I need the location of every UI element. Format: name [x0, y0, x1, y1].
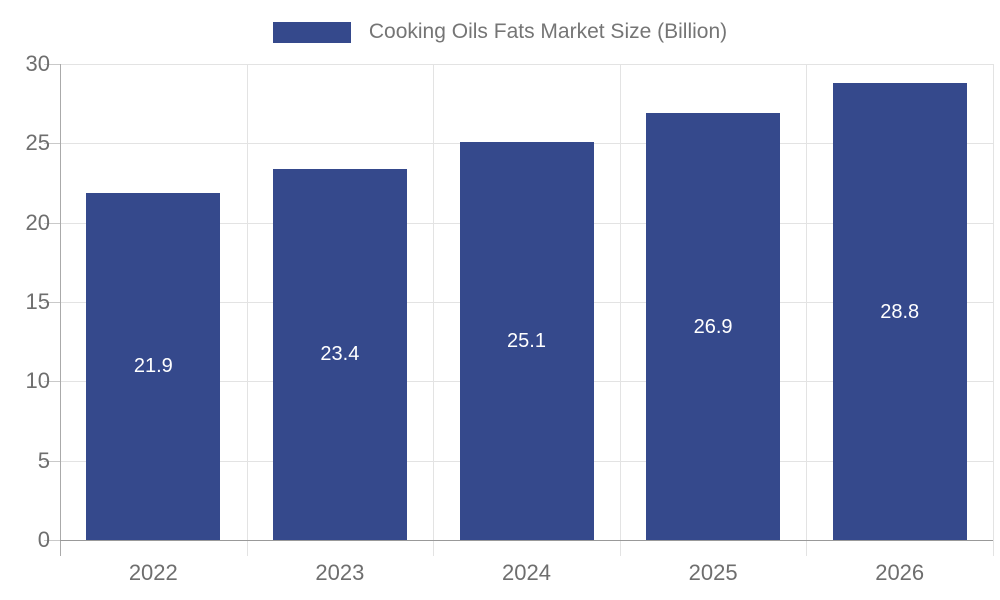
gridline-horizontal	[60, 64, 993, 65]
y-axis-tick	[44, 143, 60, 145]
y-tick-label: 15	[25, 289, 50, 314]
x-axis-line	[60, 540, 993, 541]
y-axis-line	[60, 64, 61, 556]
y-axis-tick	[44, 302, 60, 303]
legend-item[interactable]: Cooking Oils Fats Market Size (Billion)	[0, 18, 1000, 46]
bar-2022	[86, 192, 221, 540]
gridline-vertical	[993, 64, 994, 556]
y-axis-tick	[44, 460, 60, 462]
bar-2025	[646, 113, 781, 540]
y-axis-tick	[44, 64, 60, 65]
bar-value-label-2024: 25.1	[507, 329, 546, 352]
gridline-vertical	[619, 64, 621, 556]
gridline-vertical	[806, 64, 808, 556]
y-tick-label: 0	[37, 527, 50, 552]
bar-value-label-2022: 21.9	[133, 355, 173, 378]
y-tick-label: 5	[37, 447, 50, 473]
y-tick-label: 10	[25, 368, 50, 394]
y-tick-label: 30	[25, 51, 50, 76]
bar-2026	[832, 83, 967, 540]
legend-swatch	[272, 21, 351, 43]
y-axis-tick	[44, 222, 60, 224]
chart-title: Cooking Oils Fats Market Size (Billion)	[368, 20, 728, 43]
x-tick-label-2023: 2023	[315, 560, 365, 585]
x-tick-label-2022: 2022	[128, 560, 178, 585]
gridline-vertical	[246, 64, 248, 556]
bar-value-label-2023: 23.4	[320, 343, 360, 366]
y-tick-label: 20	[25, 209, 50, 235]
bar-2023	[272, 168, 407, 540]
y-axis-tick	[44, 540, 60, 541]
x-tick-label-2025: 2025	[688, 560, 738, 585]
x-tick-label-2024: 2024	[502, 560, 551, 585]
y-axis-tick	[44, 381, 60, 383]
y-tick-label: 25	[25, 130, 50, 156]
bar-value-label-2025: 26.9	[693, 315, 733, 338]
gridline-vertical	[433, 64, 435, 556]
x-tick-label-2026: 2026	[875, 560, 925, 585]
bar-2024	[459, 141, 594, 540]
bar-value-label-2026: 28.8	[880, 300, 920, 323]
